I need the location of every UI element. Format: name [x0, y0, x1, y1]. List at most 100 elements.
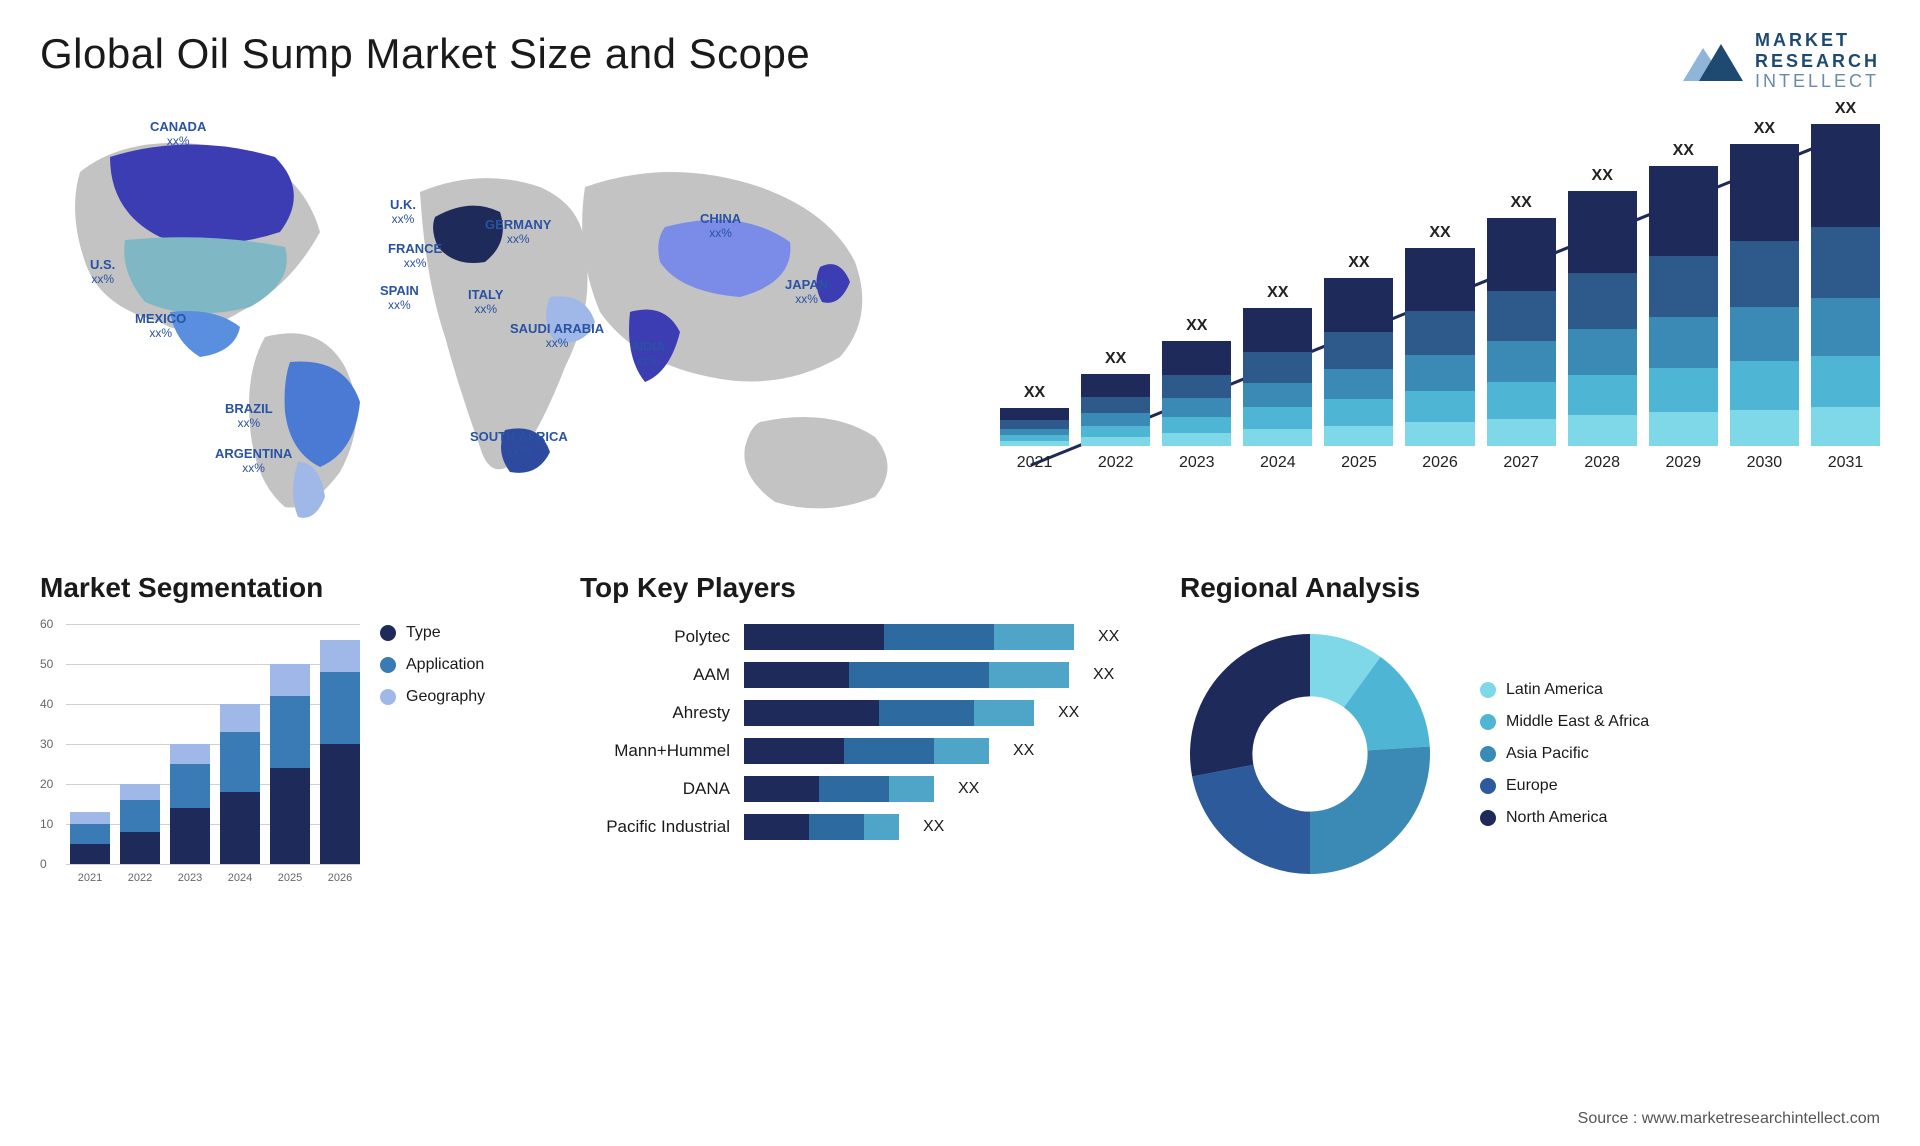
player-name: AAM [580, 665, 730, 685]
legend-item: Latin America [1480, 681, 1649, 699]
seg-ytick: 0 [40, 857, 47, 871]
seg-ytick: 40 [40, 697, 53, 711]
seg-bar [220, 704, 260, 864]
seg-year-label: 2025 [270, 872, 310, 884]
legend-item: Asia Pacific [1480, 745, 1649, 763]
seg-bar [120, 784, 160, 864]
segmentation-legend: Type Application Geography [380, 624, 485, 884]
player-name: Polytec [580, 627, 730, 647]
map-label: INDIAxx% [630, 340, 665, 369]
legend-label: Type [406, 624, 441, 642]
source-text: Source : www.marketresearchintellect.com [1578, 1110, 1880, 1128]
forecast-year-label: 2030 [1747, 454, 1783, 472]
forecast-year-label: 2031 [1828, 454, 1864, 472]
map-label: GERMANYxx% [485, 218, 551, 247]
legend-item: Application [380, 656, 485, 674]
players-chart: PolytecXXAAMXXAhrestyXXMann+HummelXXDANA… [580, 624, 1140, 840]
forecast-bar-value: XX [1429, 224, 1450, 242]
regional-legend: Latin America Middle East & Africa Asia Pa… [1480, 681, 1649, 827]
segmentation-section: Market Segmentation 01020304050602021202… [40, 572, 540, 884]
forecast-bar-value: XX [1835, 100, 1856, 118]
forecast-chart: XX2021XX2022XX2023XX2024XX2025XX2026XX20… [1000, 112, 1880, 532]
forecast-bar-value: XX [1267, 284, 1288, 302]
forecast-year-label: 2024 [1260, 454, 1296, 472]
seg-year-label: 2026 [320, 872, 360, 884]
legend-dot-icon [380, 657, 396, 673]
legend-dot-icon [380, 625, 396, 641]
regional-donut [1180, 624, 1440, 884]
segmentation-chart: 0102030405060202120222023202420252026 [40, 624, 360, 884]
seg-ytick: 10 [40, 817, 53, 831]
player-value: XX [1093, 666, 1114, 684]
forecast-bar: XX2029 [1649, 142, 1718, 472]
page-title: Global Oil Sump Market Size and Scope [40, 30, 810, 78]
regional-title: Regional Analysis [1180, 572, 1880, 604]
forecast-year-label: 2025 [1341, 454, 1377, 472]
legend-dot-icon [1480, 714, 1496, 730]
forecast-year-label: 2021 [1017, 454, 1053, 472]
seg-ytick: 20 [40, 777, 53, 791]
map-label: U.K.xx% [390, 198, 416, 227]
legend-item: Geography [380, 688, 485, 706]
player-name: Ahresty [580, 703, 730, 723]
forecast-bar: XX2028 [1568, 167, 1637, 472]
map-label: SAUDI ARABIAxx% [510, 322, 604, 351]
legend-item: Middle East & Africa [1480, 713, 1649, 731]
player-row: DANA XX [580, 776, 1140, 802]
legend-label: North America [1506, 809, 1607, 827]
map-label: U.S.xx% [90, 258, 115, 287]
map-label: SOUTH AFRICAxx% [470, 430, 568, 459]
seg-bar [170, 744, 210, 864]
segmentation-title: Market Segmentation [40, 572, 540, 604]
forecast-bar: XX 2031 [1811, 100, 1880, 472]
map-label: SPAINxx% [380, 284, 419, 313]
forecast-bar-value: XX [1024, 384, 1045, 402]
logo-line1: MARKET [1755, 30, 1880, 51]
player-value: XX [958, 780, 979, 798]
forecast-year-label: 2027 [1503, 454, 1539, 472]
forecast-bar: XX 2021 [1000, 384, 1069, 472]
map-label: MEXICOxx% [135, 312, 186, 341]
map-label: FRANCExx% [388, 242, 442, 271]
map-label: CHINAxx% [700, 212, 741, 241]
legend-label: Middle East & Africa [1506, 713, 1649, 731]
legend-label: Europe [1506, 777, 1558, 795]
legend-item: Type [380, 624, 485, 642]
player-value: XX [1058, 704, 1079, 722]
forecast-bar-value: XX [1510, 194, 1531, 212]
player-name: Pacific Industrial [580, 817, 730, 837]
player-name: DANA [580, 779, 730, 799]
forecast-bar: XX 2025 [1324, 254, 1393, 472]
seg-bar [270, 664, 310, 864]
seg-bar [320, 640, 360, 864]
forecast-bar-value: XX [1105, 350, 1126, 368]
map-region-usa [124, 237, 287, 313]
forecast-year-label: 2022 [1098, 454, 1134, 472]
player-value: XX [923, 818, 944, 836]
forecast-year-label: 2026 [1422, 454, 1458, 472]
map-label: JAPANxx% [785, 278, 828, 307]
legend-dot-icon [380, 689, 396, 705]
donut-slice [1192, 765, 1310, 874]
forecast-bar: XX 2026 [1405, 224, 1474, 472]
legend-label: Application [406, 656, 484, 674]
forecast-year-label: 2029 [1666, 454, 1702, 472]
legend-label: Latin America [1506, 681, 1603, 699]
logo-line3: INTELLECT [1755, 71, 1880, 92]
legend-dot-icon [1480, 682, 1496, 698]
forecast-bar: XX2023 [1162, 317, 1231, 472]
legend-label: Geography [406, 688, 485, 706]
map-label: CANADAxx% [150, 120, 206, 149]
seg-ytick: 50 [40, 657, 53, 671]
logo: MARKET RESEARCH INTELLECT [1675, 30, 1880, 92]
logo-mountain-icon [1675, 36, 1745, 86]
forecast-bar-value: XX [1592, 167, 1613, 185]
legend-dot-icon [1480, 746, 1496, 762]
forecast-bar-value: XX [1754, 120, 1775, 138]
seg-year-label: 2021 [70, 872, 110, 884]
player-row: Polytec XX [580, 624, 1140, 650]
player-value: XX [1098, 628, 1119, 646]
forecast-bar-value: XX [1348, 254, 1369, 272]
players-section: Top Key Players PolytecXXAAMXXAhrestyXXM… [580, 572, 1140, 884]
seg-year-label: 2024 [220, 872, 260, 884]
